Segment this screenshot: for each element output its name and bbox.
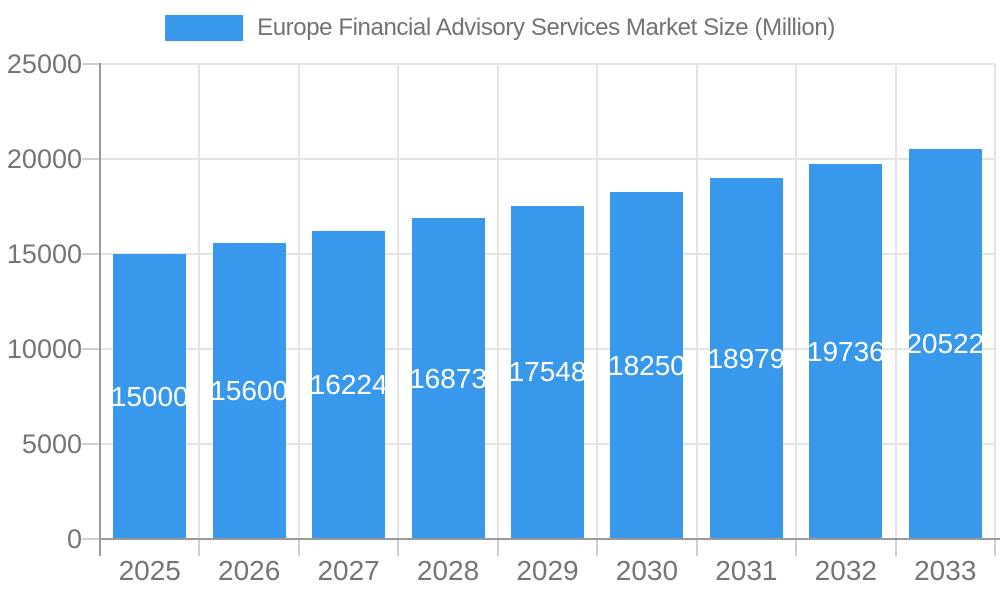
gridline-vertical xyxy=(695,64,698,539)
bar-2026[interactable]: 15600 xyxy=(210,242,289,539)
gridline-horizontal xyxy=(100,158,995,160)
bar-value-label: 20522 xyxy=(906,328,985,360)
bar-value-label: 18250 xyxy=(608,349,686,381)
x-tick-mark xyxy=(297,539,300,556)
x-axis-label: 2030 xyxy=(615,555,679,586)
bar-2027[interactable]: 16224 xyxy=(309,230,388,539)
x-tick-mark xyxy=(496,539,499,556)
y-tick-mark xyxy=(82,443,100,445)
bar-value-label: 15600 xyxy=(210,374,289,406)
x-tick-mark xyxy=(695,539,698,556)
bar-2028[interactable]: 16873 xyxy=(409,218,487,539)
gridline-vertical xyxy=(496,64,499,539)
gridline-vertical xyxy=(397,64,400,539)
x-axis-label: 2027 xyxy=(317,555,380,586)
x-tick-mark xyxy=(795,539,798,556)
bar-2030[interactable]: 18250 xyxy=(608,192,686,539)
x-tick-mark xyxy=(198,539,201,556)
y-axis-label: 5000 xyxy=(21,429,82,459)
x-tick-mark xyxy=(894,539,897,556)
y-tick-mark xyxy=(82,63,100,65)
bar-value-label: 16224 xyxy=(309,368,388,400)
y-axis-line xyxy=(99,63,101,556)
y-tick-mark xyxy=(82,253,100,255)
y-tick-mark xyxy=(82,538,100,540)
x-axis-label: 2029 xyxy=(516,555,579,586)
gridline-vertical xyxy=(994,64,996,539)
y-tick-mark xyxy=(82,348,100,350)
gridline-vertical xyxy=(894,64,897,539)
y-axis-label: 0 xyxy=(66,524,82,554)
bar-2032[interactable]: 19736 xyxy=(806,164,885,539)
x-axis-label: 2025 xyxy=(118,555,181,586)
bar-value-label: 15000 xyxy=(110,380,189,412)
bar-2033[interactable]: 20522 xyxy=(906,149,985,539)
bar-2031[interactable]: 18979 xyxy=(707,178,786,539)
y-tick-mark xyxy=(82,158,100,160)
bar-2025[interactable]: 15000 xyxy=(110,254,189,539)
bar-2029[interactable]: 17548 xyxy=(508,205,587,539)
bar-value-label: 17548 xyxy=(508,356,587,388)
legend-item[interactable]: Europe Financial Advisory Services Marke… xyxy=(165,14,835,42)
x-axis-label: 2031 xyxy=(715,555,778,586)
x-tick-mark xyxy=(397,539,400,556)
y-axis-label: 25000 xyxy=(6,49,82,79)
legend-label: Europe Financial Advisory Services Marke… xyxy=(257,14,835,41)
x-axis-label: 2028 xyxy=(416,555,480,586)
gridline-vertical xyxy=(596,64,599,539)
gridline-vertical xyxy=(795,64,798,539)
bar-value-label: 18979 xyxy=(707,342,786,374)
x-axis-line xyxy=(100,538,1000,540)
legend-swatch xyxy=(165,15,244,41)
x-axis-label: 2033 xyxy=(914,555,977,586)
x-tick-mark xyxy=(994,539,996,556)
gridline-vertical xyxy=(297,64,300,539)
y-axis-label: 20000 xyxy=(6,144,82,174)
x-axis-label: 2026 xyxy=(218,555,281,586)
gridline-horizontal xyxy=(100,63,995,65)
bar-value-label: 19736 xyxy=(806,335,885,367)
y-axis-label: 10000 xyxy=(6,334,82,364)
y-axis-label: 15000 xyxy=(6,239,82,269)
x-tick-mark xyxy=(596,539,599,556)
gridline-vertical xyxy=(198,64,201,539)
bar-value-label: 16873 xyxy=(409,362,487,394)
x-axis-label: 2032 xyxy=(814,555,877,586)
